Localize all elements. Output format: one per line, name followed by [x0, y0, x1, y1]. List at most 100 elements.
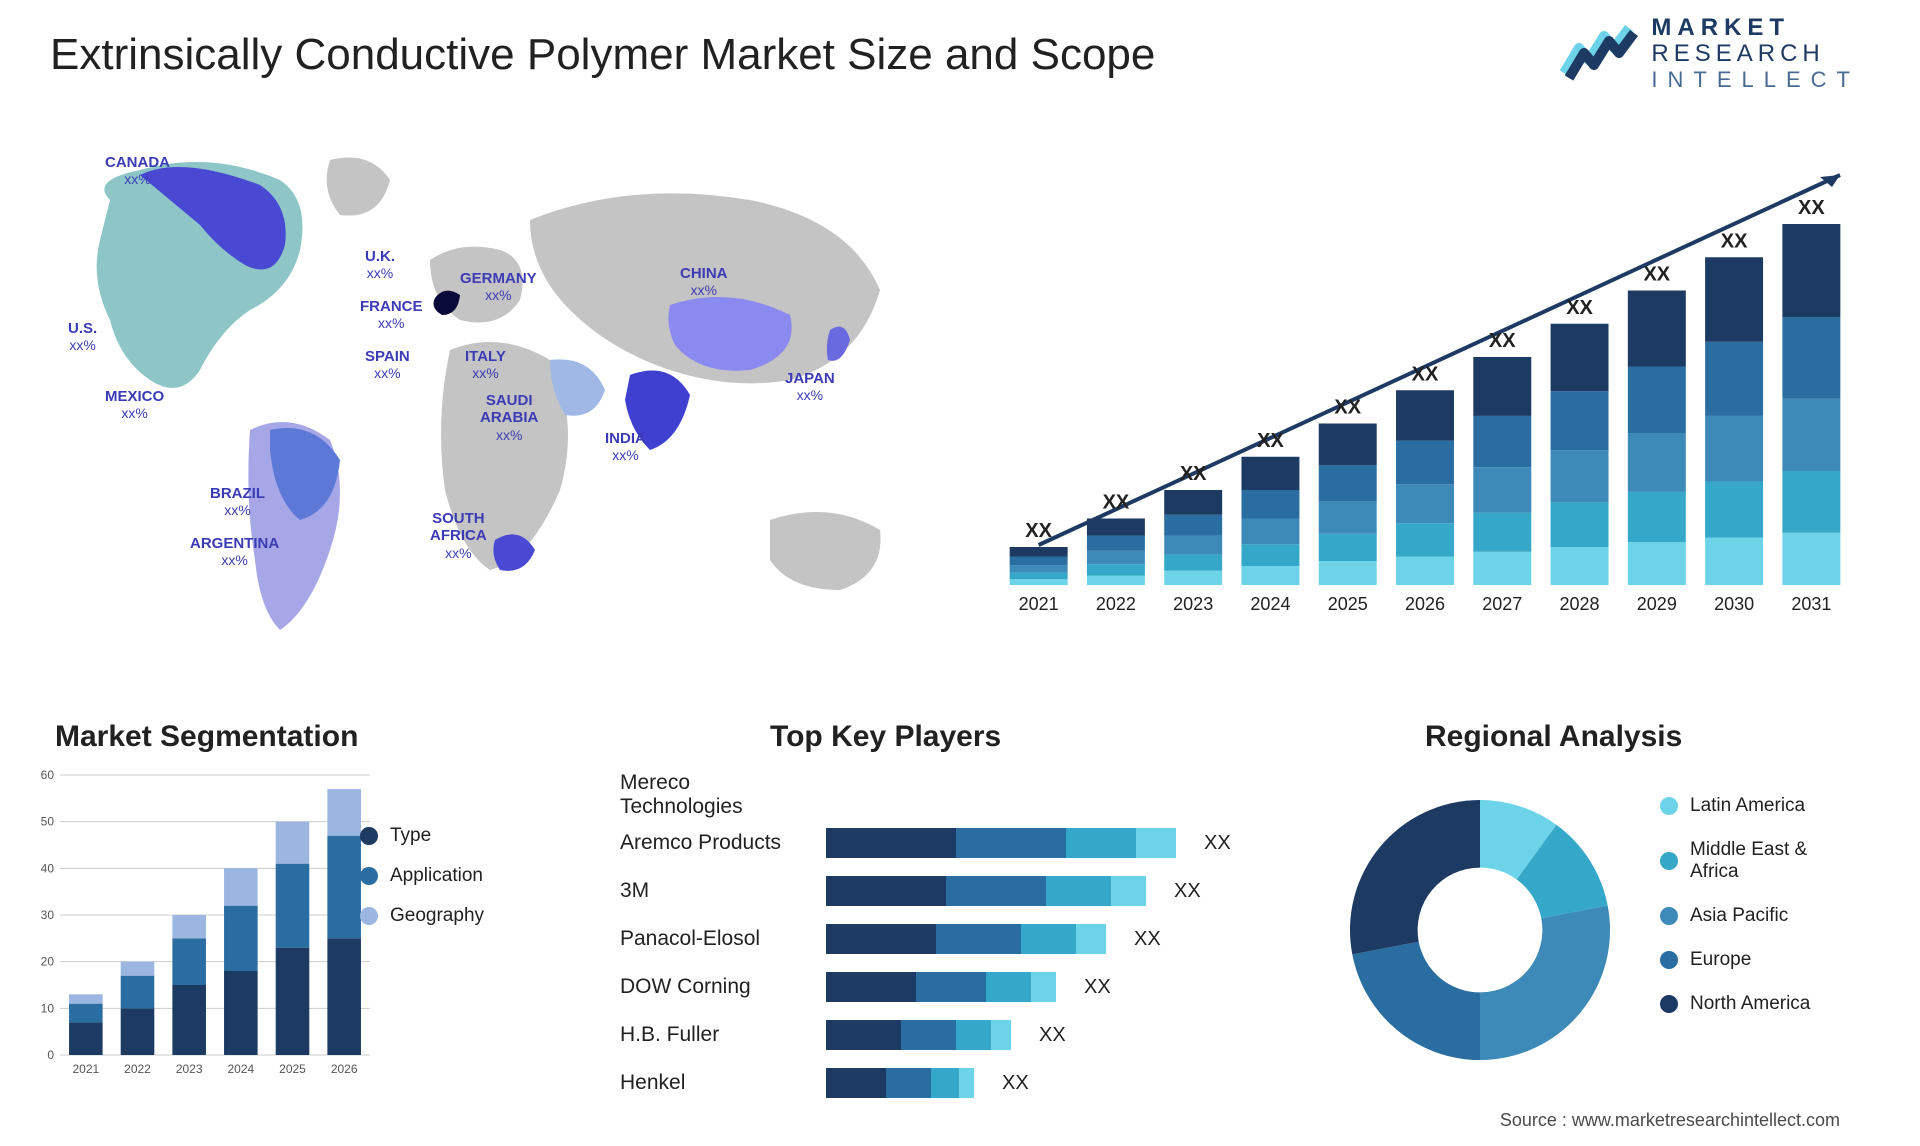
legend-label: Type: [390, 825, 431, 847]
svg-text:10: 10: [41, 1001, 55, 1015]
player-bar-segment: [959, 1068, 974, 1098]
map-country-label: MEXICOxx%: [105, 388, 164, 421]
svg-text:2031: 2031: [1791, 594, 1831, 614]
legend-label: North America: [1690, 993, 1810, 1015]
player-value: XX: [1204, 832, 1231, 855]
regional-donut-chart: [1330, 780, 1630, 1080]
legend-item: Type: [360, 825, 484, 847]
svg-text:2023: 2023: [1173, 594, 1213, 614]
svg-text:XX: XX: [1566, 297, 1593, 319]
player-row: Mereco Technologies: [620, 775, 1310, 815]
player-bar-segment: [1021, 924, 1076, 954]
player-bar-segment: [956, 1020, 991, 1050]
player-bar-segment: [826, 828, 956, 858]
player-bar-segment: [826, 876, 946, 906]
legend-dot: [360, 827, 378, 845]
legend-dot: [360, 867, 378, 885]
svg-text:XX: XX: [1025, 520, 1052, 542]
svg-text:2024: 2024: [1250, 594, 1290, 614]
player-name: DOW Corning: [620, 975, 810, 999]
legend-label: Geography: [390, 905, 484, 927]
svg-text:2029: 2029: [1637, 594, 1677, 614]
legend-label: Application: [390, 865, 483, 887]
map-country-label: SAUDIARABIAxx%: [480, 392, 538, 443]
segmentation-heading: Market Segmentation: [55, 720, 358, 754]
legend-item: Geography: [360, 905, 484, 927]
player-name: 3M: [620, 879, 810, 903]
player-bar-segment: [1066, 828, 1136, 858]
player-name: Henkel: [620, 1071, 810, 1095]
svg-text:XX: XX: [1412, 363, 1439, 385]
map-country-label: ARGENTINAxx%: [190, 535, 279, 568]
player-bar-segment: [826, 924, 936, 954]
player-row: Henkel XX: [620, 1063, 1310, 1103]
player-row: DOW Corning XX: [620, 967, 1310, 1007]
svg-text:2028: 2028: [1560, 594, 1600, 614]
map-country-label: BRAZILxx%: [210, 485, 265, 518]
player-bar-segment: [936, 924, 1021, 954]
player-bar: [826, 1020, 1011, 1050]
player-bar-segment: [826, 1068, 886, 1098]
map-country-label: CANADAxx%: [105, 154, 170, 187]
player-bar-segment: [946, 876, 1046, 906]
svg-text:2024: 2024: [227, 1062, 254, 1076]
svg-text:XX: XX: [1489, 330, 1516, 352]
legend-item: Latin America: [1660, 795, 1810, 817]
svg-text:XX: XX: [1721, 230, 1748, 252]
player-row: Panacol-Elosol XX: [620, 919, 1310, 959]
svg-text:2025: 2025: [1328, 594, 1368, 614]
player-bar-segment: [901, 1020, 956, 1050]
player-bar-segment: [916, 972, 986, 1002]
player-row: H.B. FullerXX: [620, 1015, 1310, 1055]
player-name: Panacol-Elosol: [620, 927, 810, 951]
player-bar-segment: [1111, 876, 1146, 906]
svg-text:XX: XX: [1798, 197, 1825, 219]
legend-label: Europe: [1690, 949, 1751, 971]
player-value: XX: [1084, 976, 1111, 999]
source-text: Source : www.marketresearchintellect.com: [1500, 1110, 1840, 1131]
player-value: XX: [1039, 1024, 1066, 1047]
svg-text:2022: 2022: [124, 1062, 151, 1076]
map-country-label: U.S.xx%: [68, 320, 97, 353]
logo-text-2: RESEARCH: [1651, 41, 1860, 67]
legend-item: Middle East & Africa: [1660, 839, 1810, 883]
legend-dot: [360, 907, 378, 925]
legend-item: Application: [360, 865, 484, 887]
player-bar-segment: [1076, 924, 1106, 954]
segmentation-legend: Type Application Geography: [360, 825, 484, 945]
player-value: XX: [1002, 1072, 1029, 1095]
player-bar-segment: [956, 828, 1066, 858]
svg-text:30: 30: [41, 908, 55, 922]
svg-text:2026: 2026: [1405, 594, 1445, 614]
player-bar: [826, 924, 1106, 954]
player-bar-segment: [886, 1068, 931, 1098]
map-country-label: JAPANxx%: [785, 370, 835, 403]
player-bar-segment: [991, 1020, 1011, 1050]
map-country-label: FRANCExx%: [360, 298, 423, 331]
world-map: CANADAxx% U.S.xx% MEXICOxx% BRAZILxx% ARGENT…: [30, 130, 940, 680]
svg-text:2022: 2022: [1096, 594, 1136, 614]
player-name: Aremco Products: [620, 831, 810, 855]
legend-dot: [1660, 907, 1678, 925]
player-row: 3MXX: [620, 871, 1310, 911]
svg-text:20: 20: [41, 955, 55, 969]
svg-text:50: 50: [41, 815, 55, 829]
key-players-chart: Mereco TechnologiesAremco ProductsXX3MXX…: [620, 775, 1310, 1111]
svg-text:XX: XX: [1103, 492, 1130, 514]
legend-item: Asia Pacific: [1660, 905, 1810, 927]
legend-dot: [1660, 852, 1678, 870]
svg-text:2021: 2021: [1019, 594, 1059, 614]
svg-text:XX: XX: [1334, 397, 1361, 419]
svg-text:2021: 2021: [72, 1062, 99, 1076]
regional-legend: Latin America Middle East & Africa Asia Pa…: [1660, 795, 1810, 1037]
legend-item: North America: [1660, 993, 1810, 1015]
svg-text:XX: XX: [1643, 264, 1670, 286]
brand-logo: MARKET RESEARCH INTELLECT: [1559, 15, 1860, 92]
player-bar-segment: [826, 972, 916, 1002]
player-bar-segment: [826, 1020, 901, 1050]
map-country-label: U.K.xx%: [365, 248, 395, 281]
player-value: XX: [1134, 928, 1161, 951]
svg-text:2030: 2030: [1714, 594, 1754, 614]
svg-text:2023: 2023: [176, 1062, 203, 1076]
legend-dot: [1660, 797, 1678, 815]
